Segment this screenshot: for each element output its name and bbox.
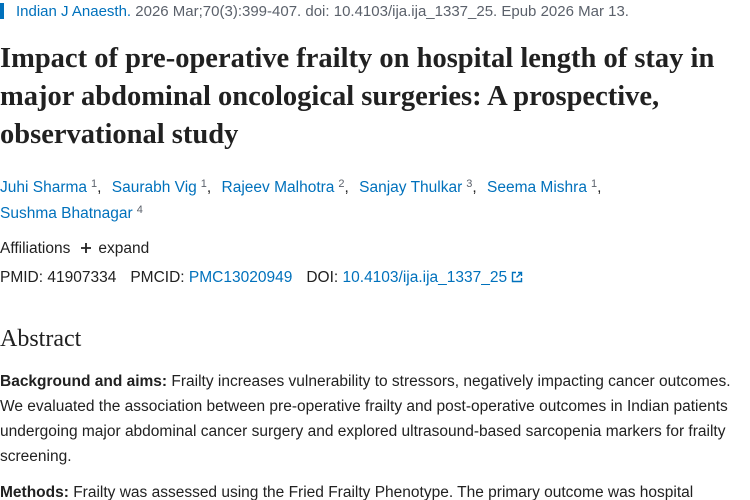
expand-label[interactable]: expand bbox=[98, 240, 150, 257]
author: Sanjay Thulkar 3, bbox=[359, 178, 483, 197]
author-name[interactable]: Saurabh Vig bbox=[111, 179, 197, 196]
abstract-heading: Abstract bbox=[0, 326, 82, 352]
doi-text[interactable]: 10.4103/ija.ija_1337_25 bbox=[342, 269, 508, 286]
author: Rajeev Malhotra 2, bbox=[221, 178, 355, 197]
author: Sushma Bhatnagar 4 bbox=[0, 204, 143, 223]
affiliation-number: 1 bbox=[200, 178, 207, 190]
author-name[interactable]: Sanjay Thulkar bbox=[359, 179, 463, 196]
doi-link[interactable]: 10.4103/ija.ija_1337_25 bbox=[343, 269, 524, 286]
author-separator: , bbox=[472, 179, 477, 196]
author-separator: , bbox=[344, 179, 349, 196]
pmid-label: PMID: bbox=[0, 269, 44, 286]
identifiers: PMID: 41907334 PMCID: PMC13020949 DOI: 10.… bbox=[0, 269, 523, 287]
author-separator: , bbox=[97, 179, 102, 196]
section-text: Frailty increases vulnerability to stres… bbox=[0, 373, 731, 465]
journal-link[interactable]: Indian J Anaesth. bbox=[16, 3, 132, 20]
author-name[interactable]: Rajeev Malhotra bbox=[221, 179, 335, 196]
affiliation-number: 4 bbox=[136, 204, 143, 216]
author-name[interactable]: Sushma Bhatnagar bbox=[0, 205, 133, 222]
citation-details: 2026 Mar;70(3):399-407. doi: 10.4103/ija… bbox=[135, 3, 629, 20]
author: Juhi Sharma 1, bbox=[0, 178, 107, 197]
author-name[interactable]: Juhi Sharma bbox=[0, 179, 88, 196]
author: Saurabh Vig 1, bbox=[111, 178, 217, 197]
affiliation-number: 1 bbox=[91, 178, 98, 190]
citation-marker bbox=[0, 3, 4, 19]
author: Seema Mishra 1, bbox=[487, 178, 607, 197]
abstract: Background and aims: Frailty increases v… bbox=[0, 369, 742, 500]
expand-toggle[interactable]: expand bbox=[80, 240, 149, 257]
citation: Indian J Anaesth. 2026 Mar;70(3):399-407… bbox=[0, 3, 629, 20]
author-separator: , bbox=[597, 179, 602, 196]
abstract-section: Methods: Frailty was assessed using the … bbox=[0, 480, 742, 500]
author-list: Juhi Sharma 1, Saurabh Vig 1, Rajeev Malho… bbox=[0, 175, 745, 227]
author-separator: , bbox=[206, 179, 212, 196]
section-text: Frailty was assessed using the Fried Fra… bbox=[73, 484, 694, 500]
pmcid-link[interactable]: PMC13020949 bbox=[188, 269, 293, 286]
section-label: Background and aims: bbox=[0, 373, 168, 390]
doi-label: DOI: bbox=[306, 269, 339, 286]
affiliations-label: Affiliations bbox=[0, 240, 71, 257]
author-name[interactable]: Seema Mishra bbox=[487, 179, 587, 196]
plus-icon bbox=[81, 243, 92, 253]
pmid: 41907334 bbox=[47, 269, 117, 286]
pmcid-label: PMCID: bbox=[130, 269, 185, 286]
affiliation-number: 1 bbox=[590, 178, 598, 190]
section-label: Methods: bbox=[0, 484, 69, 500]
external-link-icon bbox=[511, 271, 523, 283]
affiliation-number: 2 bbox=[338, 178, 345, 190]
affiliations: Affiliations expand bbox=[0, 240, 149, 258]
abstract-section: Background and aims: Frailty increases v… bbox=[0, 369, 742, 469]
affiliation-number: 3 bbox=[466, 178, 473, 190]
article-title: Impact of pre-operative frailty on hospi… bbox=[0, 43, 715, 150]
